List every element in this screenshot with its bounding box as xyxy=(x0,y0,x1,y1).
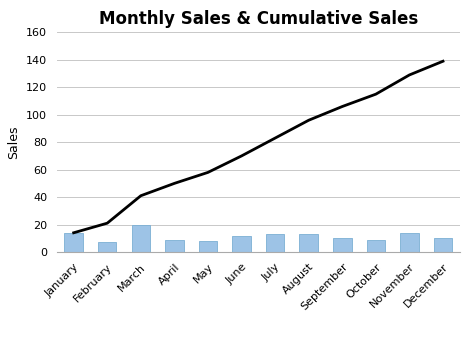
Bar xyxy=(266,234,284,252)
Bar xyxy=(165,240,183,252)
Bar xyxy=(199,241,217,252)
Title: Monthly Sales & Cumulative Sales: Monthly Sales & Cumulative Sales xyxy=(99,10,418,28)
Bar xyxy=(132,225,150,252)
Bar xyxy=(98,242,117,252)
Bar xyxy=(64,233,83,252)
Bar xyxy=(434,238,452,252)
Bar xyxy=(300,234,318,252)
Bar xyxy=(366,240,385,252)
Y-axis label: Sales: Sales xyxy=(8,125,20,159)
Bar xyxy=(232,235,251,252)
Bar xyxy=(400,233,419,252)
Bar xyxy=(333,238,352,252)
